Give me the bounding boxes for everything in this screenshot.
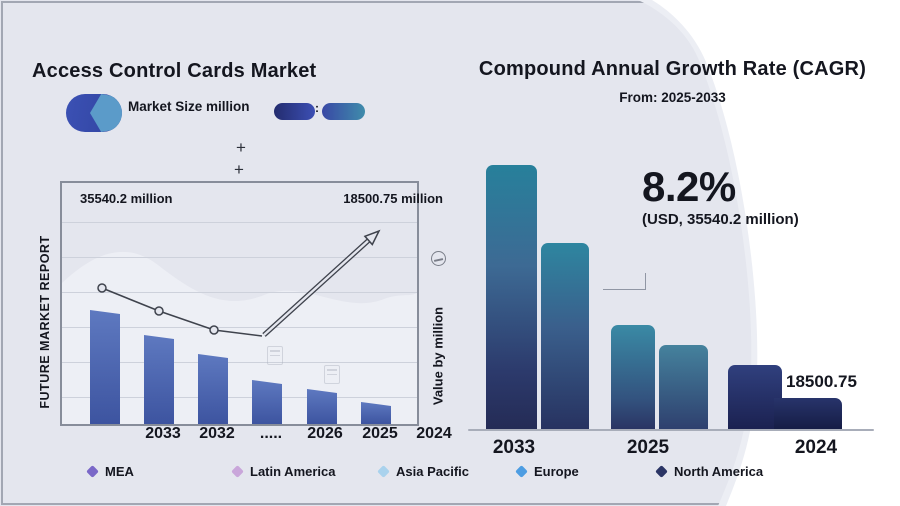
legend-item-europe: Europe [515,464,579,479]
brand-watermark: FUTURE MARKET REPORT [38,235,52,409]
cagr-value: 8.2% [642,163,736,210]
region-legend: MEA Latin America Asia Pacific Europe North … [0,464,900,484]
gridline [62,327,417,328]
right-header: Compound Annual Growth Rate (CAGR) From:… [450,58,895,105]
legend-item-north-america: North America [655,464,764,479]
legend-label: Asia Pacific [396,464,469,479]
bar-value-label: 18500.75 [786,372,857,391]
left-title: Access Control Cards Market [32,60,317,82]
cylinder-cap-icon [90,94,122,132]
gridline [62,397,417,398]
document-icon [267,346,283,365]
legend-marker-icon [86,465,99,478]
legend-item-mea: MEA [86,464,134,479]
cagr-title: Compound Annual Growth Rate (CAGR) [478,58,867,80]
legend-label: MEA [105,464,134,479]
ratio-pill-left-icon [274,103,315,120]
cagr-subtitle: From: 2025-2033 [619,90,726,105]
x-axis-label: 2024 [416,425,452,442]
legend-marker-icon [655,465,668,478]
right-x-axis: 2033 2025 2024 [0,437,900,459]
trend-arrow [97,229,381,337]
gridline [62,222,417,223]
legend-marker-icon [231,465,244,478]
x-axis-label: 2026 [307,425,343,442]
plus-decoration-icon: + [236,138,246,157]
cagr-detail: (USD, 35540.2 million) [642,211,799,228]
market-size-bar [252,380,282,424]
minus-circle-icon [431,251,446,266]
legend-item-asia-pacific: Asia Pacific [377,464,469,479]
document-icon [324,365,340,384]
right-x-axis-line [468,429,874,431]
chart-end-value: 18500.75 million [343,191,443,206]
gridline [62,257,417,258]
market-size-bar [144,335,174,424]
chart-plot-area [62,183,417,424]
market-size-bar [90,310,120,424]
corner-bracket-decoration [603,273,646,290]
x-axis-label: ..... [259,425,283,442]
chart-start-value: 35540.2 million [80,191,173,206]
legend-marker-icon [515,465,528,478]
legend-label: North America [674,464,764,479]
x-axis-label: 2024 [794,437,838,458]
left-x-axis: 2033 2032..... 2026 2025 2024 [60,425,452,445]
x-axis-label: 2032 [199,425,235,442]
x-axis-label: 2025 [626,437,670,458]
gridline [62,362,417,363]
legend-item-latin-america: Latin America [231,464,336,479]
market-size-bar [198,354,228,424]
market-size-legend-label: Market Size million [128,99,250,114]
value-axis-label: Value by million [430,306,446,406]
x-axis-label: 2033 [145,425,181,442]
database-cylinder-icon [66,94,122,132]
x-axis-label: 2033 [492,437,536,458]
market-size-chart: 35540.2 million 18500.75 million [60,181,443,426]
legend-marker-icon [377,465,390,478]
legend-label: Europe [534,464,579,479]
plus-decoration-icon: + [234,160,244,179]
x-axis-label: 2025 [362,425,398,442]
ratio-separator: : [315,101,319,115]
market-size-bar [361,402,391,424]
ratio-pill-right-icon [322,103,365,120]
legend-label: Latin America [250,464,336,479]
market-size-bar [307,389,337,424]
gridline [62,292,417,293]
